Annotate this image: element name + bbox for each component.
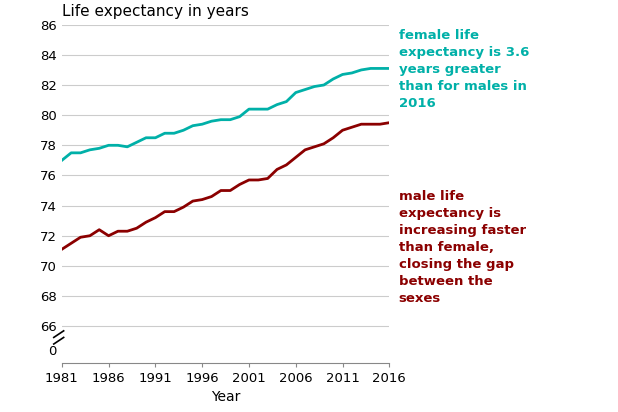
Text: female life
expectancy is 3.6
years greater
than for males in
2016: female life expectancy is 3.6 years grea… <box>399 29 529 110</box>
Text: male life
expectancy is
increasing faster
than female,
closing the gap
between t: male life expectancy is increasing faste… <box>399 190 526 304</box>
Text: Life expectancy in years: Life expectancy in years <box>62 5 248 19</box>
X-axis label: Year: Year <box>211 390 240 404</box>
